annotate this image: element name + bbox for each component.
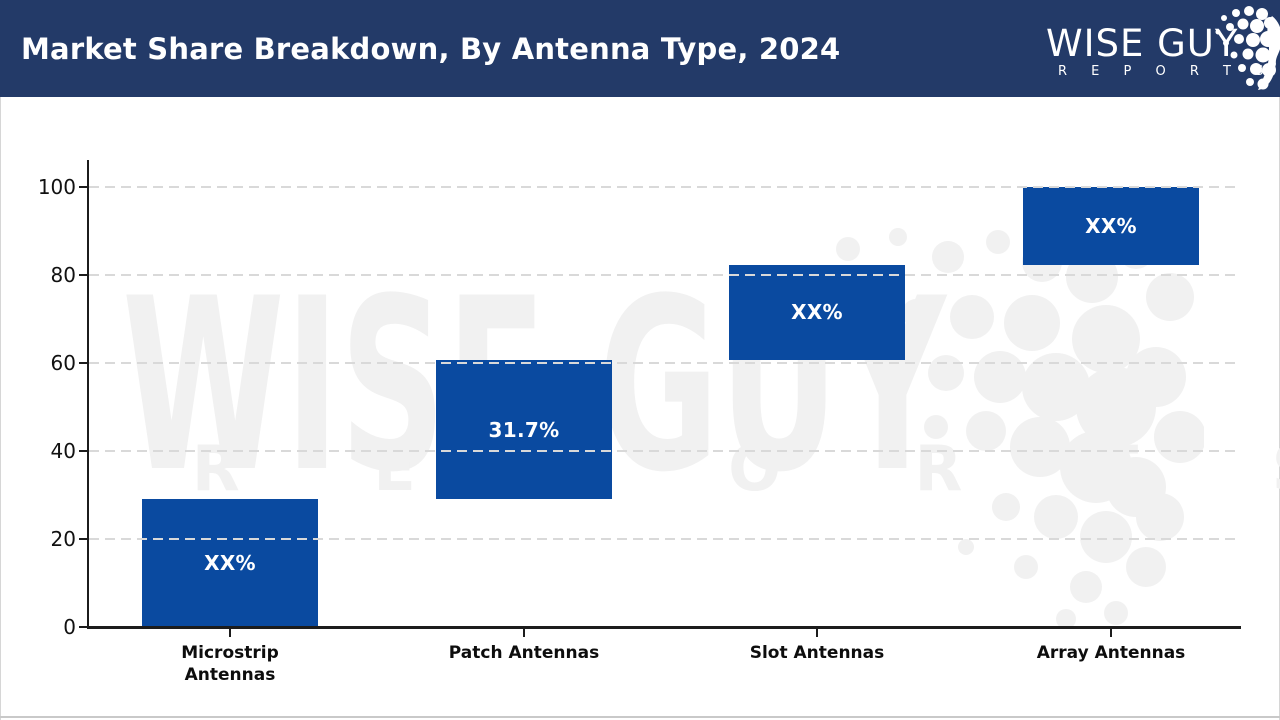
y-tick-mark-40 xyxy=(79,450,87,452)
wise-guy-head-icon xyxy=(1215,6,1280,90)
chart-area: XX% 31.7% XX% XX% 0 20 40 60 80 100 Microstrip Ant… xyxy=(0,97,1280,717)
bar-value-label: XX% xyxy=(1085,213,1137,238)
wise-guy-logo: WISE GUY R E P O R T S xyxy=(1010,0,1280,97)
gridline-100 xyxy=(89,186,1240,188)
page-left-border xyxy=(0,97,1,720)
y-tick-mark-80 xyxy=(79,274,87,276)
logo-reports-label: R E P O R T S xyxy=(1058,64,1274,79)
x-tick-label-line: Array Antennas xyxy=(1036,643,1186,663)
x-tick-label-slot-antennas: Slot Antennas xyxy=(702,642,932,664)
x-tick-label-line: Patch Antennas xyxy=(448,643,600,663)
bar-patch-antennas: 31.7% xyxy=(436,359,612,500)
y-tick-mark-60 xyxy=(79,362,87,364)
x-tick-label-patch-antennas: Patch Antennas xyxy=(409,642,639,664)
gridline-60 xyxy=(89,362,1240,364)
x-tick-mark xyxy=(229,629,231,637)
x-tick-label-array-antennas: Array Antennas xyxy=(996,642,1226,664)
y-axis-line xyxy=(87,160,89,628)
y-tick-label-60: 60 xyxy=(50,351,76,375)
logo-wordmark: WISE GUY xyxy=(1046,22,1239,65)
y-tick-label-40: 40 xyxy=(50,439,76,463)
y-tick-label-0: 0 xyxy=(63,615,76,639)
y-tick-mark-100 xyxy=(79,186,87,188)
page-title: Market Share Breakdown, By Antenna Type,… xyxy=(21,31,841,66)
y-tick-label-20: 20 xyxy=(50,527,76,551)
bar-slot-antennas: XX% xyxy=(729,264,905,360)
bar-microstrip-antennas: XX% xyxy=(142,499,318,627)
y-tick-mark-0 xyxy=(79,626,87,628)
y-tick-mark-20 xyxy=(79,538,87,540)
bar-value-label: XX% xyxy=(204,551,256,576)
x-axis-line xyxy=(87,626,1241,629)
x-tick-mark xyxy=(816,629,818,637)
x-tick-label-line: Slot Antennas xyxy=(749,643,885,663)
bar-array-antennas: XX% xyxy=(1023,187,1199,265)
x-tick-label-microstrip-antennas: Microstrip Antennas xyxy=(115,642,345,686)
x-tick-mark xyxy=(1110,629,1112,637)
gridline-80 xyxy=(89,274,1240,276)
gridline-40 xyxy=(89,450,1240,452)
x-tick-mark xyxy=(523,629,525,637)
bar-value-label: 31.7% xyxy=(488,417,560,442)
x-tick-label-line: Antennas xyxy=(184,665,276,685)
bar-value-label: XX% xyxy=(791,300,843,325)
x-tick-label-line: Microstrip xyxy=(181,643,279,663)
header-bar: Market Share Breakdown, By Antenna Type,… xyxy=(0,0,1280,97)
page-bottom-border xyxy=(0,716,1280,718)
y-tick-label-100: 100 xyxy=(37,175,76,199)
y-tick-label-80: 80 xyxy=(50,263,76,287)
gridline-20 xyxy=(89,538,1240,540)
